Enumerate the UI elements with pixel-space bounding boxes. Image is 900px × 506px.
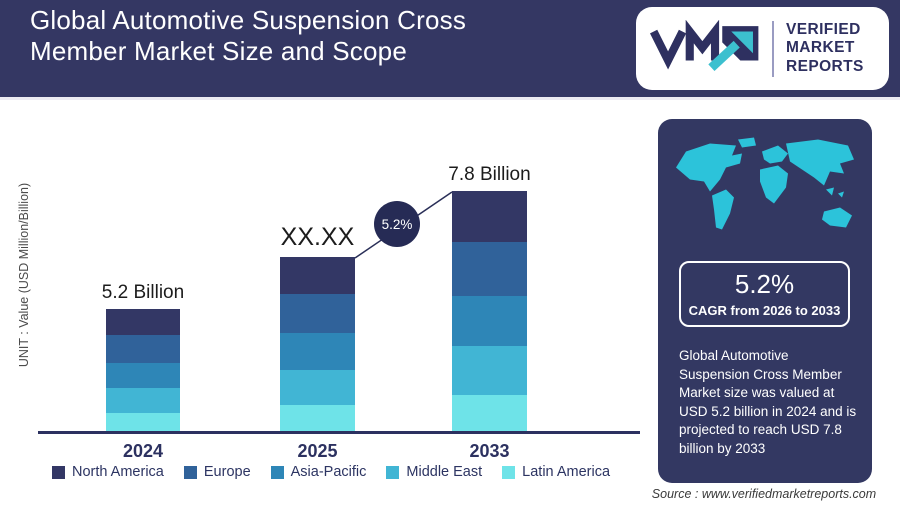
legend-label: Latin America [522, 464, 611, 480]
x-axis-tick-label: 2033 [469, 441, 510, 461]
stacked-bar-2033: 7.8 Billion 2033 [448, 164, 530, 461]
market-summary-text: Global Automotive Suspension Cross Membe… [679, 348, 857, 456]
logo-divider [772, 20, 774, 77]
cagr-value: 5.2% [734, 269, 795, 299]
bar-segment-europe [280, 293, 355, 334]
x-axis-tick-label: 2024 [122, 441, 164, 461]
bar-value-label: 7.8 Billion [448, 164, 531, 185]
source-attribution: Source : www.verifiedmarketreports.com [651, 487, 877, 501]
brand-line-2: MARKET [786, 39, 855, 57]
vmr-logo-box: VERIFIED MARKET REPORTS [636, 7, 889, 90]
summary-panel: 5.2% CAGR from 2026 to 2033 Global Autom… [658, 119, 872, 483]
cagr-box: 5.2% CAGR from 2026 to 2033 [679, 261, 850, 327]
bar-segment-asia-pacific [280, 333, 355, 370]
bar-segment-europe [452, 241, 527, 296]
bar-segment-middle-east [452, 346, 527, 395]
stacked-bar-2025: XX.XX 2025 [280, 223, 355, 461]
stacked-bar-2024: 5.2 Billion 2024 [102, 282, 184, 461]
legend-label: Asia-Pacific [290, 464, 367, 480]
growth-badge: 5.2% [374, 201, 420, 247]
bar-segment-asia-pacific [106, 362, 180, 389]
bar-segment-latin-america [452, 394, 527, 432]
bar-segment-latin-america [106, 412, 180, 432]
legend-item-asia-pacific: Asia-Pacific [270, 464, 367, 480]
chart-legend: North America Europe Asia-Pacific Middle Ea… [52, 464, 610, 480]
legend-swatch-icon [502, 465, 516, 479]
bar-segment-europe [106, 334, 180, 363]
header-bar: Global Automotive Suspension Cross Membe… [0, 0, 900, 100]
bar-value-label: XX.XX [280, 223, 355, 251]
brand-name: VERIFIED MARKET REPORTS [786, 21, 864, 77]
world-map-icon [670, 135, 860, 266]
legend-swatch-icon [386, 465, 400, 479]
bar-segment-north-america [106, 309, 180, 335]
legend-swatch-icon [183, 465, 197, 479]
legend-label: Europe [203, 464, 251, 480]
bar-segment-latin-america [280, 404, 355, 432]
y-axis-label: UNIT : Value (USD Million/Billion) [17, 182, 31, 368]
x-axis-line [38, 431, 640, 434]
legend-label: Middle East [406, 464, 483, 480]
brand-line-1: VERIFIED [786, 20, 861, 38]
cagr-caption: CAGR from 2026 to 2033 [688, 303, 841, 318]
bar-segment-north-america [452, 191, 527, 242]
legend-swatch-icon [52, 465, 65, 479]
bar-segment-middle-east [280, 369, 355, 405]
legend-item-europe: Europe [183, 464, 251, 480]
page-title: Global Automotive Suspension Cross Membe… [30, 5, 467, 66]
legend-item-latin-america: Latin America [502, 464, 610, 480]
legend-item-north-america: North America [52, 464, 164, 480]
brand-line-3: REPORTS [786, 57, 864, 75]
bar-segment-asia-pacific [452, 295, 527, 347]
legend-label: North America [72, 464, 164, 480]
x-axis-tick-label: 2025 [297, 441, 338, 461]
bar-value-label: 5.2 Billion [101, 282, 185, 303]
bar-segment-north-america [280, 257, 355, 294]
bar-segment-middle-east [106, 388, 180, 413]
legend-item-middle-east: Middle East [386, 464, 482, 480]
legend-swatch-icon [270, 465, 284, 479]
vmr-logo-icon [649, 19, 762, 77]
